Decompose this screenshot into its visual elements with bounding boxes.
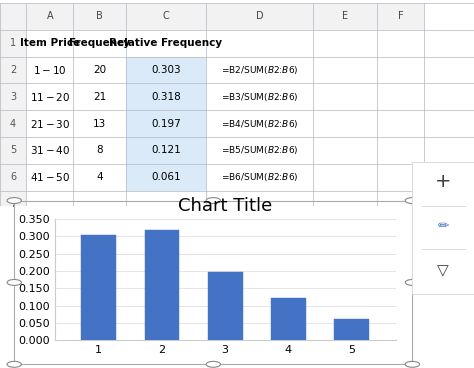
Title: Chart Title: Chart Title <box>178 197 272 215</box>
FancyBboxPatch shape <box>26 3 424 30</box>
Text: ▽: ▽ <box>438 263 449 278</box>
Text: 6: 6 <box>10 172 16 182</box>
Text: 2: 2 <box>10 65 16 75</box>
Circle shape <box>405 198 419 204</box>
FancyBboxPatch shape <box>0 3 26 217</box>
Text: =B5/SUM($B$2:$B$6): =B5/SUM($B$2:$B$6) <box>221 144 298 156</box>
Bar <box>82 235 116 340</box>
Text: $11 - $20: $11 - $20 <box>29 91 70 103</box>
Text: 1: 1 <box>10 38 16 48</box>
Text: 5: 5 <box>10 145 16 155</box>
Text: D: D <box>255 11 264 21</box>
Text: =B3/SUM($B$2:$B$6): =B3/SUM($B$2:$B$6) <box>221 91 298 103</box>
Text: 0.121: 0.121 <box>151 145 181 155</box>
Text: F: F <box>398 11 403 21</box>
FancyBboxPatch shape <box>126 110 206 137</box>
Text: 0.197: 0.197 <box>151 118 181 129</box>
Text: C: C <box>163 11 169 21</box>
Circle shape <box>206 198 220 204</box>
Circle shape <box>7 361 21 367</box>
Text: 7: 7 <box>10 199 16 209</box>
Circle shape <box>405 279 419 286</box>
Text: =B2/SUM($B$2:$B$6): =B2/SUM($B$2:$B$6) <box>221 64 298 76</box>
Text: =B6/SUM($B$2:$B$6): =B6/SUM($B$2:$B$6) <box>221 171 298 183</box>
Text: $1 - $10: $1 - $10 <box>33 64 67 76</box>
Circle shape <box>7 279 21 286</box>
Text: E: E <box>342 11 348 21</box>
Text: $21 - $30: $21 - $30 <box>29 118 70 130</box>
Bar <box>145 230 179 340</box>
Circle shape <box>405 361 419 367</box>
FancyBboxPatch shape <box>126 137 206 164</box>
Text: 8: 8 <box>96 145 103 155</box>
FancyBboxPatch shape <box>126 84 206 110</box>
Circle shape <box>7 198 21 204</box>
Text: A: A <box>46 11 53 21</box>
Bar <box>334 319 369 340</box>
Text: Item Price: Item Price <box>19 38 80 48</box>
Text: Frequency: Frequency <box>69 38 130 48</box>
Text: 4: 4 <box>10 118 16 129</box>
Text: 0.061: 0.061 <box>151 172 181 182</box>
Text: $31 - $40: $31 - $40 <box>29 144 70 156</box>
Bar <box>271 298 306 340</box>
Text: $41 - $50: $41 - $50 <box>29 171 70 183</box>
Text: 0.303: 0.303 <box>151 65 181 75</box>
Text: 4: 4 <box>96 172 103 182</box>
Text: 21: 21 <box>93 92 106 102</box>
Text: 13: 13 <box>93 118 106 129</box>
Text: 3: 3 <box>10 92 16 102</box>
Text: +: + <box>435 172 451 191</box>
Text: 0.318: 0.318 <box>151 92 181 102</box>
Text: =B4/SUM($B$2:$B$6): =B4/SUM($B$2:$B$6) <box>221 118 298 130</box>
Bar <box>208 272 243 340</box>
Text: ✏: ✏ <box>438 219 449 233</box>
Circle shape <box>206 361 220 367</box>
Text: Relative Frequency: Relative Frequency <box>109 38 222 48</box>
FancyBboxPatch shape <box>126 164 206 191</box>
Text: B: B <box>96 11 103 21</box>
FancyBboxPatch shape <box>126 57 206 84</box>
Text: 20: 20 <box>93 65 106 75</box>
